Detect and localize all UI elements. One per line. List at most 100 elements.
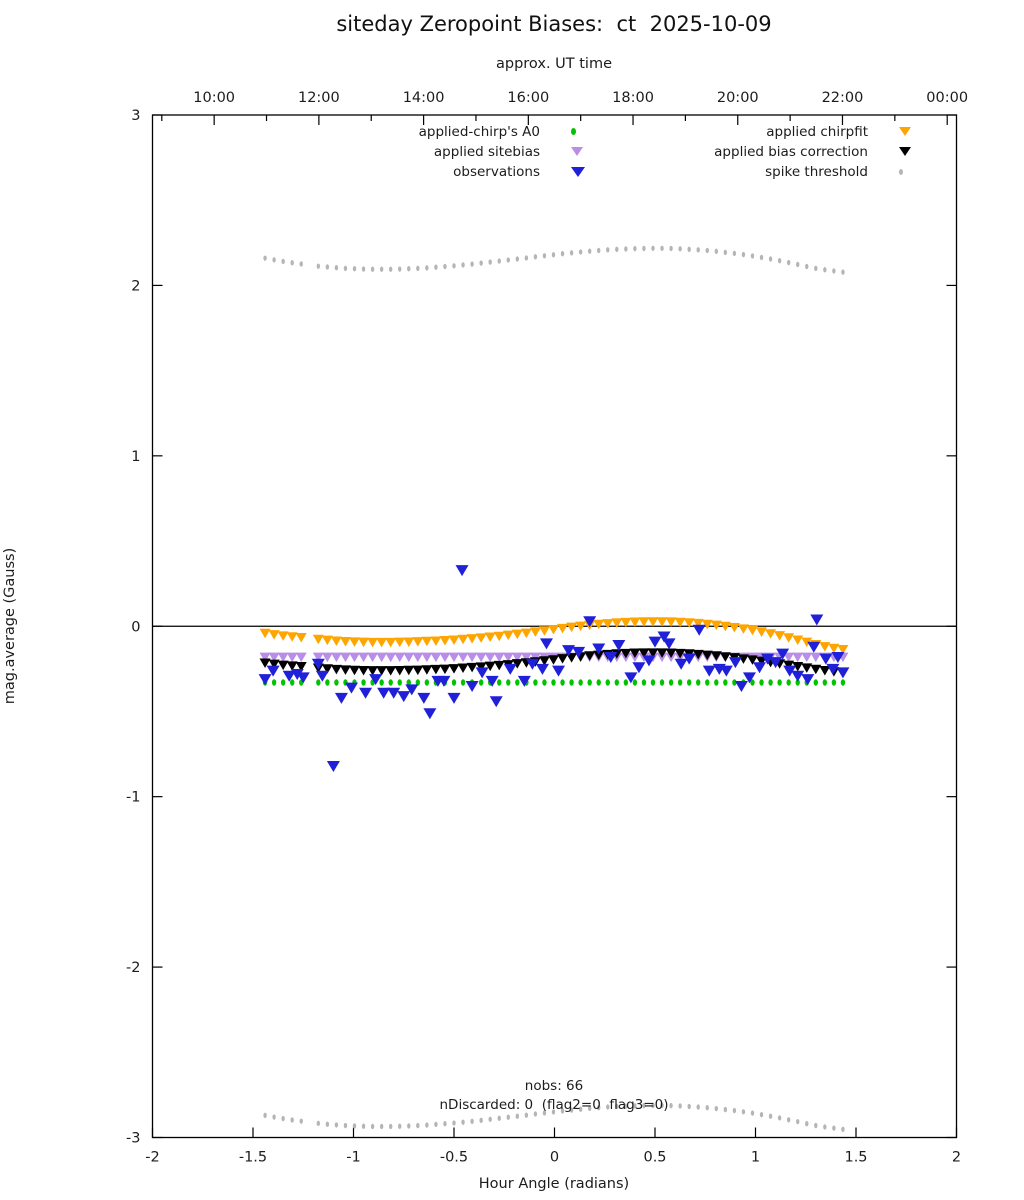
bias-correction-point: [385, 666, 397, 676]
spike-threshold-lower-point: [461, 1119, 465, 1125]
bias-correction-point: [376, 666, 388, 676]
chirpfit-point: [421, 636, 433, 647]
spike-threshold-lower-point: [370, 1123, 375, 1130]
spike-threshold-upper-point: [488, 259, 492, 265]
chirpfit-point: [828, 643, 840, 654]
spike-threshold-lower-point: [361, 1123, 366, 1129]
bias-correction-point: [448, 664, 460, 674]
chirpfit-point: [728, 622, 740, 633]
chirpfit-point: [719, 621, 731, 632]
chirpfit-point: [629, 617, 641, 628]
chirpfit-point: [520, 628, 532, 639]
observation-point: [503, 663, 517, 675]
bias-correction-point: [321, 664, 333, 674]
chirpfit-point: [330, 636, 342, 646]
bias-correction-point: [457, 663, 469, 674]
spike-threshold-upper-point: [832, 268, 836, 274]
sitebias-point: [277, 652, 289, 663]
chirp-a0-point: [759, 679, 764, 686]
chirpfit-point: [493, 631, 505, 642]
spike-threshold-lower-point: [416, 1122, 420, 1129]
sitebias-point: [484, 652, 496, 663]
spike-threshold-upper-point: [750, 253, 755, 259]
spike-threshold-lower-point: [796, 1118, 800, 1125]
spike-threshold-upper-point: [407, 266, 411, 272]
y-tick-label: 3: [131, 108, 140, 124]
bias-correction-point: [638, 648, 650, 658]
chirp-a0-point: [542, 679, 547, 686]
sitebias-point: [358, 652, 370, 663]
chirp-a0-point: [813, 679, 818, 686]
observations-triangle-icon: [571, 166, 585, 177]
spike-threshold-upper-point: [723, 249, 728, 256]
chirpfit-point: [801, 637, 813, 648]
bias-correction-point: [819, 665, 831, 676]
bias-correction-point: [493, 660, 505, 671]
chirp-a0-point: [551, 679, 556, 686]
spike-threshold-upper-point: [425, 265, 429, 271]
chirp-a0-point: [831, 679, 837, 686]
spike-threshold-upper-point: [796, 261, 800, 268]
bias-correction-point: [339, 665, 351, 675]
observation-point: [801, 674, 815, 686]
observation-point: [674, 658, 688, 670]
legend-label-bias-correction: applied bias correction: [714, 143, 868, 160]
spike-threshold-lower-point: [488, 1116, 492, 1122]
spike-threshold-upper-point: [777, 258, 782, 264]
observation-point: [632, 662, 646, 674]
chirp-a0-point: [460, 679, 466, 686]
spike-threshold-upper-point: [443, 263, 447, 270]
observation-point: [719, 665, 733, 677]
sitebias-point: [783, 652, 795, 663]
sitebias-point: [792, 652, 804, 663]
observation-point: [753, 662, 767, 674]
chirpfit-point: [259, 628, 271, 639]
x-tick-label: 0.5: [643, 1150, 666, 1166]
chirpfit-point: [367, 637, 379, 648]
x-tick-label: -2: [145, 1150, 159, 1166]
spike-threshold-lower-point: [741, 1109, 746, 1115]
sitebias-point: [394, 652, 406, 663]
bias-correction-point: [394, 665, 406, 676]
chirpfit-point: [430, 636, 442, 646]
spike-threshold-lower-point: [633, 1103, 637, 1109]
spike-threshold-upper-point: [370, 266, 375, 272]
chirpfit-point: [439, 635, 451, 646]
observation-point: [807, 641, 821, 653]
y-tick-label: 2: [131, 278, 140, 294]
bias-correction-point: [466, 662, 478, 673]
spike-threshold-lower-point: [615, 1103, 619, 1110]
spike-threshold-lower-point: [551, 1109, 556, 1115]
observation-point: [517, 675, 531, 687]
bias-correction-point: [547, 655, 559, 665]
spike-threshold-upper-point: [263, 255, 267, 261]
chirpfit-point: [349, 637, 361, 647]
bias-correction-point: [656, 648, 668, 658]
bias-correction-point: [801, 663, 813, 673]
spike-threshold-upper-point: [687, 246, 691, 252]
bias-correction-point: [674, 648, 686, 659]
chirpfit-point: [756, 627, 768, 637]
legend-label-observations: observations: [453, 163, 540, 180]
observation-point: [359, 687, 373, 699]
x-tick-label: -0.5: [440, 1150, 468, 1166]
chirp-a0-point: [587, 679, 592, 686]
chirp-a0-point: [632, 679, 638, 686]
chirp-a0-point: [732, 679, 737, 686]
chirpfit-point: [448, 635, 460, 645]
spike-threshold-lower-point: [334, 1122, 339, 1128]
chirpfit-point: [466, 634, 478, 644]
sitebias-point: [376, 652, 388, 663]
bias-correction-point: [511, 659, 523, 669]
bias-correction-point: [286, 661, 298, 671]
observation-point: [583, 616, 597, 628]
observation-point: [326, 761, 340, 773]
chirp-a0-point: [614, 679, 620, 686]
bias-correction-point: [259, 658, 271, 668]
x-tick-label: -1: [346, 1150, 360, 1166]
spike-threshold-lower-point: [723, 1106, 728, 1113]
chirp-a0-point: [515, 679, 520, 686]
spike-threshold-lower-point: [290, 1117, 294, 1123]
spike-threshold-lower-point: [379, 1123, 384, 1130]
